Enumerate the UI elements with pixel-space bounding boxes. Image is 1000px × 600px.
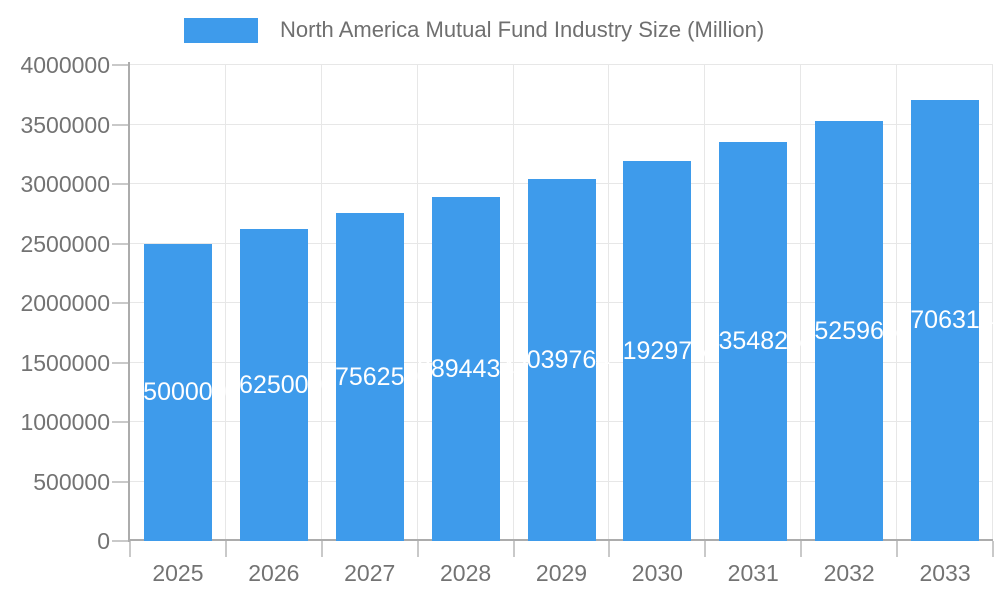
bar-2025[interactable] [143, 243, 212, 541]
y-axis-tick-label: 1500000 [20, 349, 110, 376]
y-axis-tick-label: 3500000 [20, 111, 110, 138]
x-tick-mark [800, 541, 803, 557]
bar-2030[interactable] [623, 161, 692, 541]
x-gridline [704, 65, 706, 541]
bar-2027[interactable] [335, 213, 404, 541]
bar-2029[interactable] [527, 179, 596, 541]
legend-item[interactable]: North America Mutual Fund Industry Size … [184, 17, 764, 43]
legend-label: North America Mutual Fund Industry Size … [280, 17, 765, 42]
x-tick-mark [512, 541, 515, 557]
y-axis-tick-label: 3000000 [20, 171, 110, 197]
y-tick-mark [112, 480, 129, 483]
x-gridline [992, 65, 993, 541]
y-axis-line [128, 62, 130, 542]
x-gridline [224, 65, 226, 541]
bar-2031[interactable] [719, 141, 788, 541]
y-tick-mark [112, 242, 129, 245]
y-tick-mark [112, 302, 129, 304]
bar-2032[interactable] [815, 121, 884, 541]
y-tick-mark [112, 421, 129, 423]
y-axis-tick-label: 500000 [33, 468, 110, 495]
y-tick-mark [112, 64, 129, 66]
x-tick-mark [129, 541, 131, 557]
x-gridline [896, 65, 898, 541]
bar-2033[interactable] [911, 99, 980, 541]
x-axis-tick-label: 2033 [919, 560, 971, 586]
x-gridline [608, 65, 610, 541]
legend-swatch-icon [184, 17, 258, 43]
x-tick-mark [320, 541, 323, 557]
x-axis-tick-label: 2029 [535, 560, 588, 586]
x-axis-tick-label: 2032 [823, 560, 875, 586]
x-tick-mark [608, 541, 611, 557]
x-tick-mark [224, 541, 227, 557]
y-gridline [130, 123, 993, 125]
x-axis-tick-label: 2028 [440, 560, 492, 586]
bar-2028[interactable] [431, 196, 500, 541]
x-gridline [416, 65, 418, 541]
x-axis-tick-label: 2031 [727, 560, 779, 586]
x-axis-tick-label: 2030 [631, 560, 683, 586]
y-axis-tick-label: 2000000 [20, 290, 110, 316]
y-axis-tick-label: 4000000 [20, 52, 110, 78]
x-gridline [800, 65, 802, 541]
y-tick-mark [112, 540, 129, 542]
y-tick-mark [112, 361, 129, 364]
x-gridline [512, 65, 514, 541]
bar-2026[interactable] [239, 228, 308, 541]
y-axis-tick-label: 2500000 [20, 230, 110, 257]
x-axis-tick-label: 2027 [344, 560, 396, 586]
y-tick-mark [112, 123, 129, 126]
y-axis-tick-label: 0 [97, 528, 110, 554]
x-axis-tick-label: 2025 [152, 560, 204, 586]
y-gridline [130, 64, 993, 65]
x-axis-tick-label: 2026 [248, 560, 300, 586]
x-tick-mark [416, 541, 419, 557]
y-tick-mark [112, 183, 129, 185]
x-gridline [320, 65, 322, 541]
x-tick-mark [992, 541, 994, 557]
x-tick-mark [704, 541, 707, 557]
y-axis-tick-label: 1000000 [20, 409, 110, 435]
x-tick-mark [896, 541, 899, 557]
